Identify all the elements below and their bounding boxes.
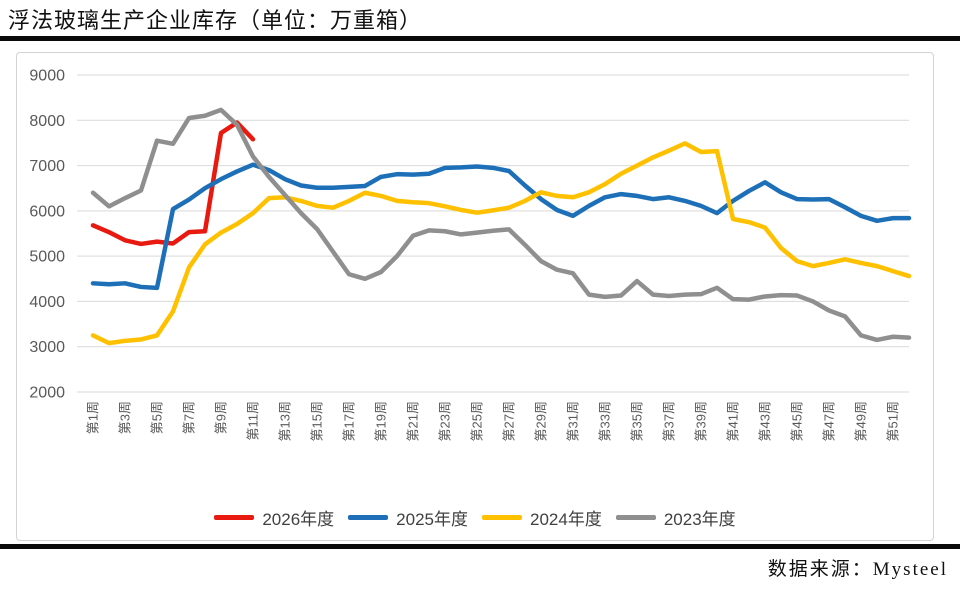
y-tick-label-7000: 7000 [29,158,65,175]
series-line-2024年度 [90,141,912,346]
x-tick-label-week-47: 第47周 [822,401,837,441]
legend-item-2026: 2026年度 [214,505,334,530]
series-line-2026年度 [90,120,256,247]
legend-label-2024: 2024年度 [530,510,602,529]
y-tick-label-4000: 4000 [29,294,65,311]
y-tick-label-9000: 9000 [29,68,65,85]
legend-label-2026: 2026年度 [262,510,335,529]
x-tick-label-week-7: 第7周 [182,401,197,434]
y-tick-label-8000: 8000 [29,113,65,130]
legend-swatch-2026 [214,515,255,520]
y-tick-label-2000: 2000 [29,385,65,402]
legend-item-2023: 2023年度 [615,505,736,530]
top-divider [0,36,960,41]
legend-item-2025: 2025年度 [348,505,468,530]
x-tick-label-week-3: 第3周 [118,401,133,434]
x-tick-label-week-11: 第11周 [246,401,261,441]
x-tick-label-week-5: 第5周 [150,401,165,434]
x-tick-label-week-13: 第13周 [278,401,293,441]
x-tick-label-week-19: 第19周 [374,401,389,441]
x-tick-label-week-9: 第9周 [214,401,229,434]
chart-plot: 2000 3000 4000 5000 6000 7000 8000 9000 第1周 第3周 第5… [29,68,912,441]
x-tick-label-week-1: 第1周 [86,401,101,434]
legend-item-2024: 2024年度 [482,505,602,530]
x-tick-label-week-45: 第45周 [790,401,805,441]
y-tick-label-6000: 6000 [29,203,65,220]
legend-label-2025: 2025年度 [396,510,468,529]
x-tick-label-week-29: 第29周 [534,401,549,441]
x-tick-label-week-23: 第23周 [438,401,453,441]
legend-swatch-2025 [348,515,389,520]
x-tick-label-week-39: 第39周 [694,401,709,441]
x-tick-label-week-35: 第35周 [630,401,645,441]
bottom-divider [0,544,960,549]
legend-label-2023: 2023年度 [663,510,736,529]
legend-swatch-2024 [482,515,522,520]
x-tick-label-week-15: 第15周 [310,401,325,441]
x-tick-label-week-31: 第31周 [566,401,581,441]
data-source-note: 数据来源：Mysteel [767,559,948,580]
chart-legend: 2026年度 2025年度 2024年度 2023年度 [17,505,933,530]
x-tick-label-week-37: 第37周 [662,401,677,441]
y-tick-label-3000: 3000 [29,339,65,356]
series-line-2023年度 [90,107,912,343]
x-tick-label-week-51: 第51周 [886,401,901,441]
x-tick-label-week-17: 第17周 [342,401,357,441]
x-tick-label-week-27: 第27周 [502,401,517,441]
page-title: 浮法玻璃生产企业库存（单位：万重箱） [8,8,423,33]
x-tick-label-week-49: 第49周 [854,401,869,441]
x-tick-label-week-21: 第21周 [406,401,421,441]
x-tick-label-week-43: 第43周 [758,401,773,441]
x-tick-label-week-33: 第33周 [598,401,613,441]
y-tick-label-5000: 5000 [29,249,65,266]
x-tick-label-week-41: 第41周 [726,401,741,441]
series-line-2025年度 [90,162,912,291]
chart-frame: 2000 3000 4000 5000 6000 7000 8000 9000 第1周 第3周 第5… [16,52,934,541]
legend-swatch-2023 [615,515,656,520]
x-tick-label-week-25: 第25周 [470,401,485,441]
